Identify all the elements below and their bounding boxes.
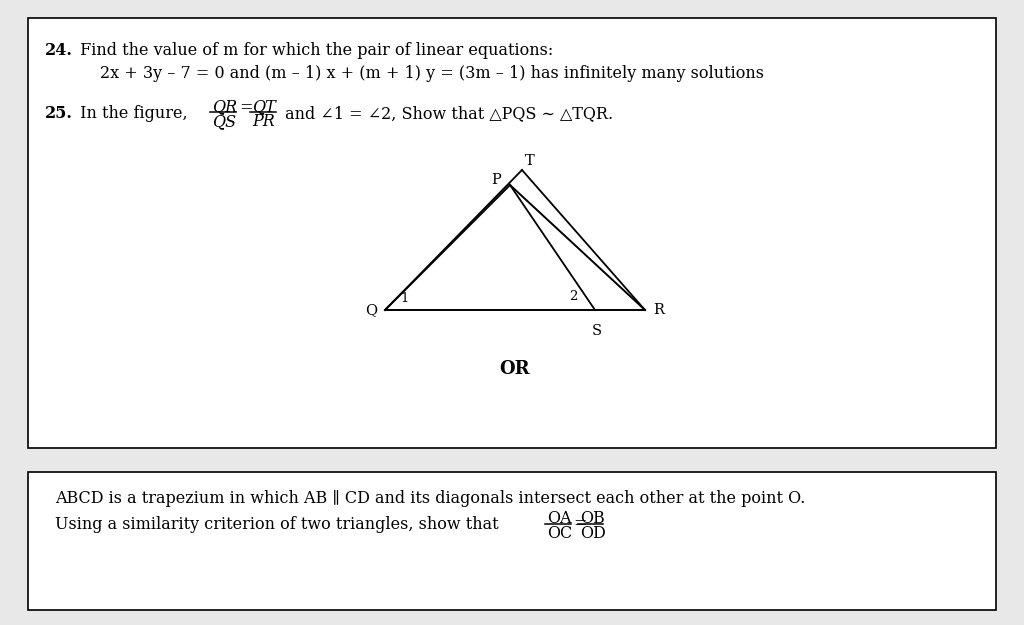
Text: =: = [573,516,587,532]
Text: 24.: 24. [45,42,73,59]
Text: 25.: 25. [45,105,73,122]
Text: Using a similarity criterion of two triangles, show that: Using a similarity criterion of two tria… [55,516,504,533]
Text: 1: 1 [400,291,410,304]
Text: T: T [525,154,535,168]
Text: QR: QR [212,98,238,115]
Text: OC: OC [547,525,572,542]
Text: R: R [653,303,665,317]
Text: QS: QS [212,113,237,130]
Bar [28,18,996,448]
Text: =: = [239,99,253,116]
Text: 2x + 3y – 7 = 0 and (m – 1) x + (m + 1) y = (3m – 1) has infinitely many solutio: 2x + 3y – 7 = 0 and (m – 1) x + (m + 1) … [100,65,764,82]
Text: OB: OB [580,510,605,527]
Text: OD: OD [580,525,606,542]
Text: P: P [492,173,501,187]
Text: Q: Q [365,303,377,317]
Text: ABCD is a trapezium in which AB ∥ CD and its diagonals intersect each other at t: ABCD is a trapezium in which AB ∥ CD and… [55,490,805,507]
Text: In the figure,: In the figure, [75,105,193,122]
Text: Find the value of m for which the pair of linear equations:: Find the value of m for which the pair o… [75,42,553,59]
Text: OA: OA [547,510,571,527]
Text: S: S [592,324,602,338]
Text: OR: OR [500,360,530,378]
Text: 2: 2 [568,289,578,302]
Text: QT: QT [252,98,275,115]
Text: PR: PR [252,113,274,130]
Text: and ∠1 = ∠2, Show that △PQS ∼ △TQR.: and ∠1 = ∠2, Show that △PQS ∼ △TQR. [280,105,613,122]
Bar [28,472,996,610]
